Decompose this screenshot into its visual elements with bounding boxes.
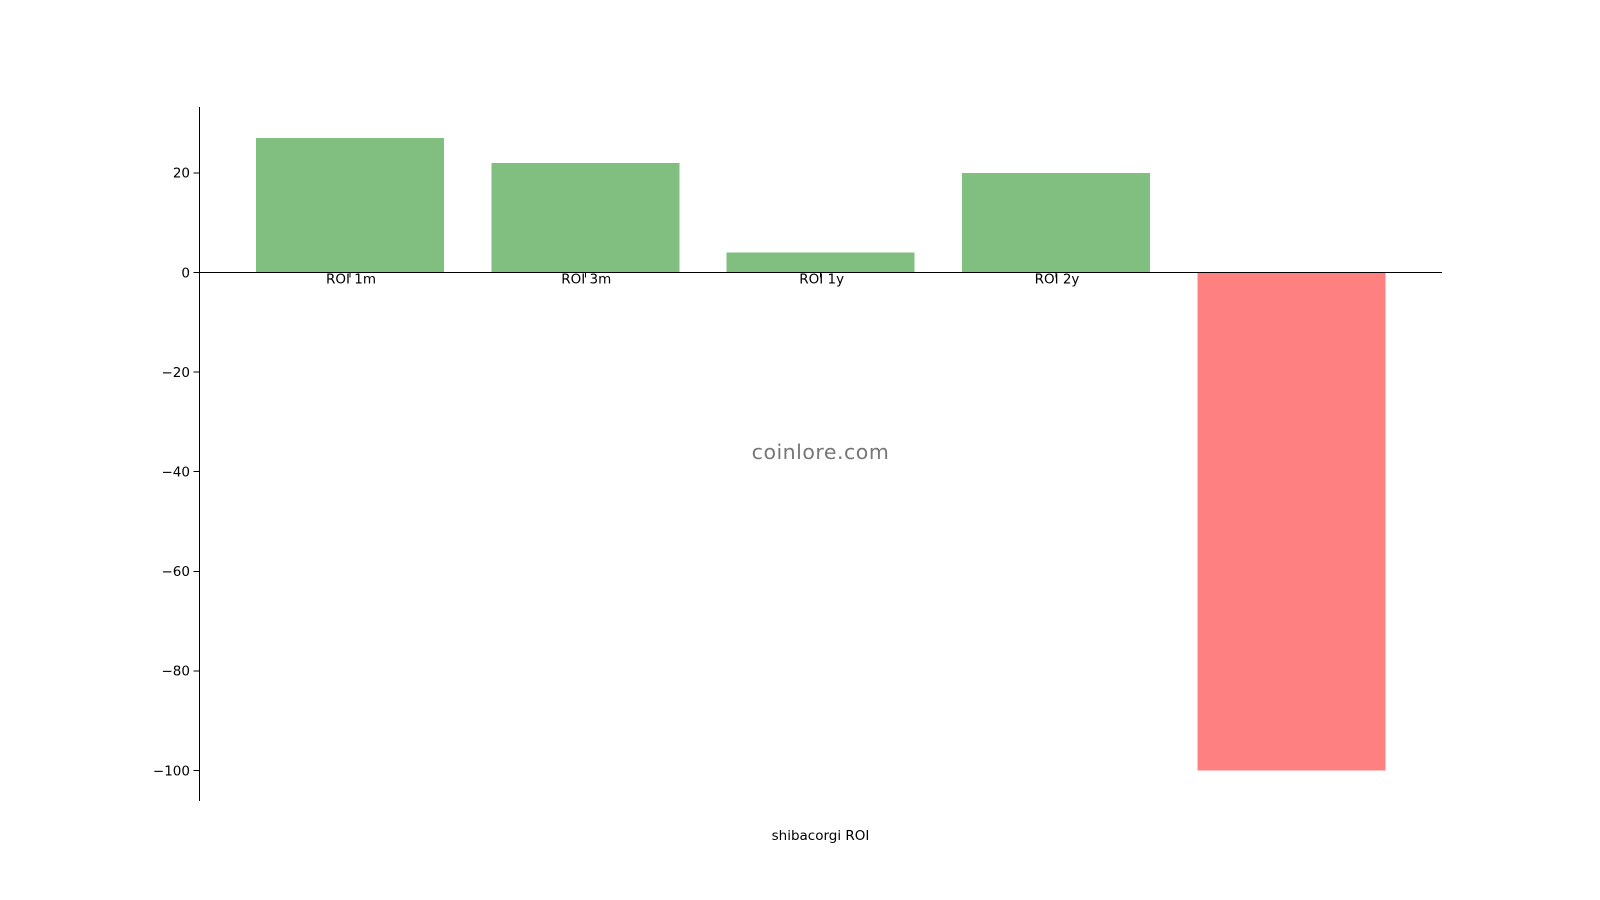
y-tick-label: −80 (162, 664, 191, 680)
bar-roi-3m (491, 162, 680, 273)
y-tick-label: −100 (153, 763, 190, 779)
y-tick-label: 0 (181, 265, 190, 281)
y-tick-label: −40 (162, 465, 191, 481)
x-tick-label: ROI 1y (799, 272, 844, 288)
bar-roi-2y (962, 172, 1150, 273)
chart-caption: shibacorgi ROI (771, 828, 870, 844)
x-tick-label: ROI 1m (326, 272, 376, 288)
watermark-text: coinlore.com (751, 440, 890, 464)
x-tick-label: ROI 3m (561, 272, 611, 288)
y-tick-label: 20 (173, 166, 190, 182)
bar-series-4 (1197, 272, 1386, 771)
y-tick-label: −20 (162, 365, 191, 381)
x-tick-label: ROI 2y (1035, 272, 1080, 288)
bar-roi-1y (726, 252, 915, 273)
y-tick-label: −60 (162, 564, 191, 580)
bar-roi-1m (256, 138, 444, 273)
